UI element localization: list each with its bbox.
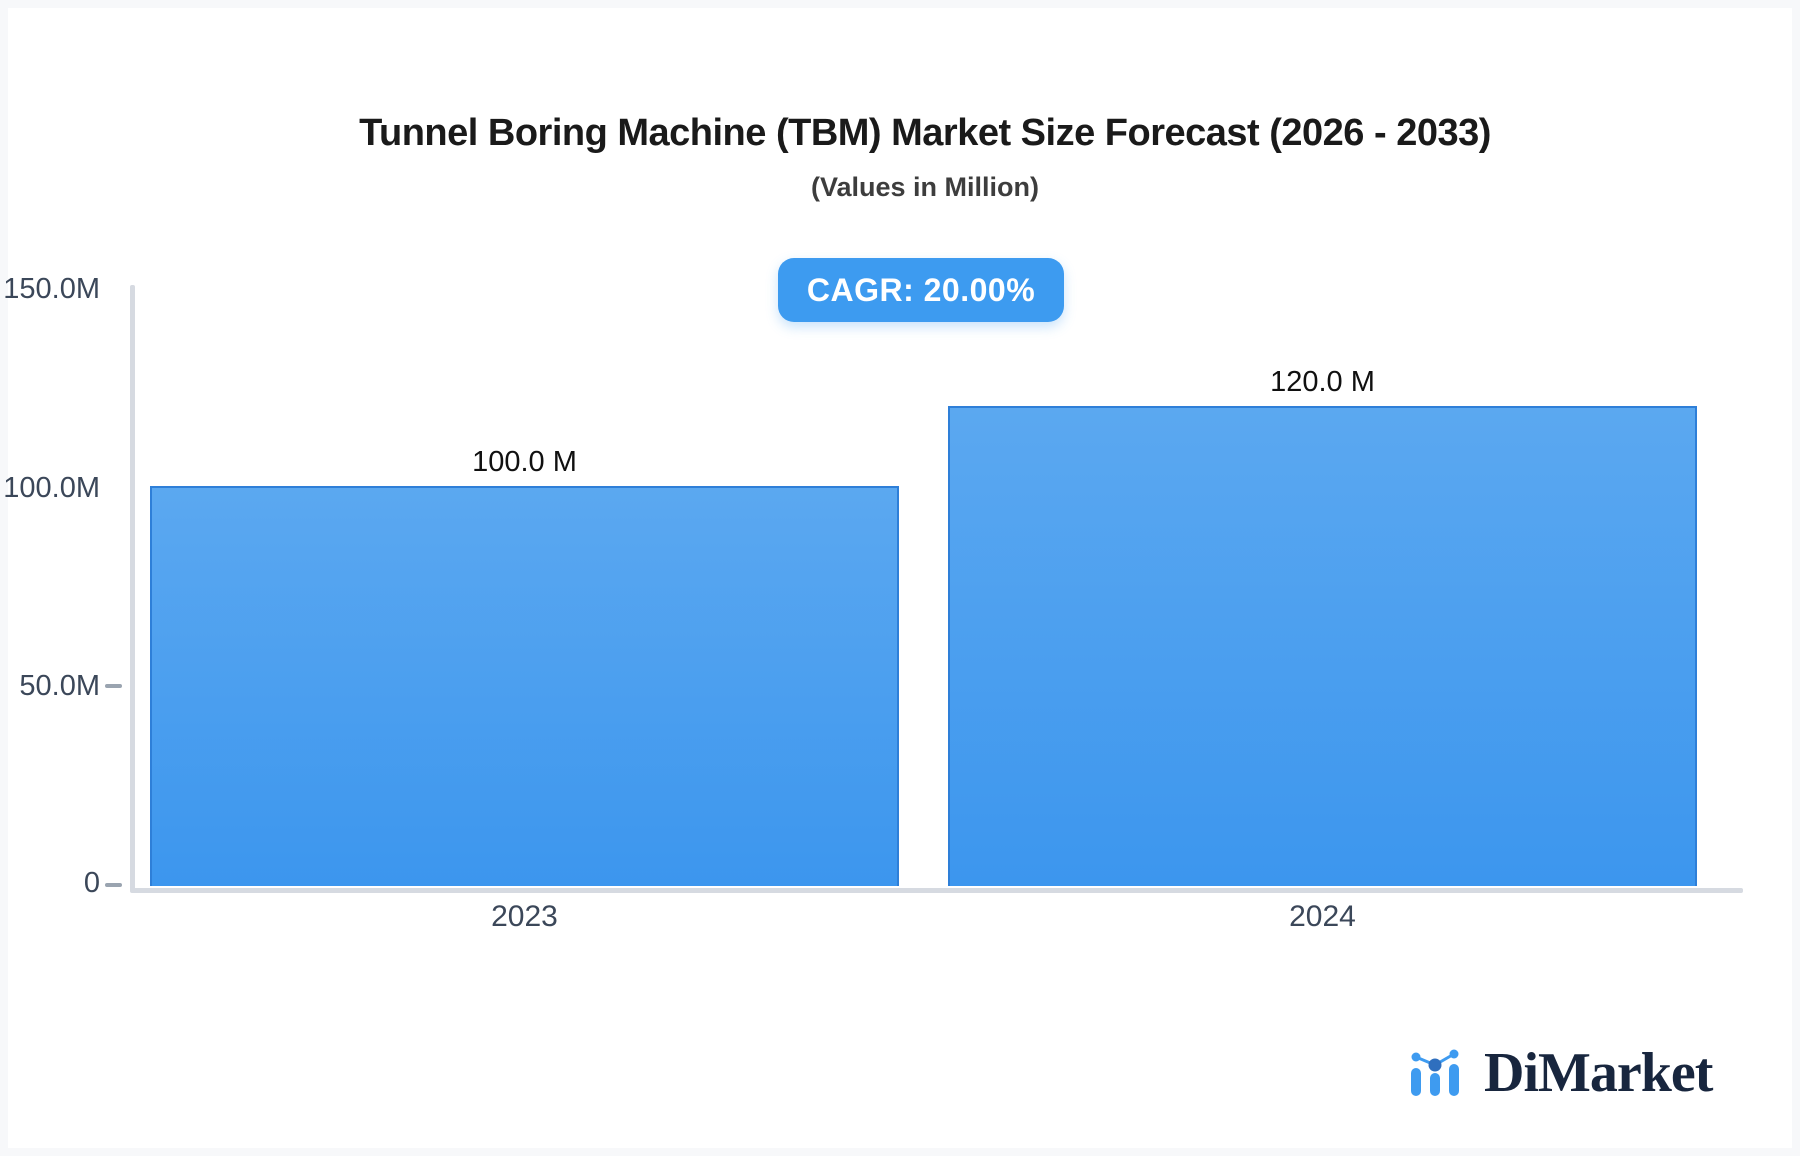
x-axis-category-label: 2023 [491,900,558,933]
y-axis-tick-label-0: 0 [83,867,100,899]
brand-logo: DiMarket [1408,1038,1713,1108]
brand-name: DiMarket [1484,1042,1713,1104]
bar-chart-logo-icon [1408,1048,1472,1098]
y-axis-tick-mark [105,684,122,688]
x-axis-category-label: 2024 [1289,900,1356,933]
chart-subtitle: (Values in Million) [810,172,1040,202]
x-axis-line [130,888,1743,893]
bar-value-label: 120.0 M [1270,366,1375,398]
chart-title: Tunnel Boring Machine (TBM) Market Size … [359,112,1491,154]
y-axis-tick-label-100: 100.0M [3,472,100,504]
cagr-badge: CAGR: 20.00% [778,258,1064,322]
bar-2023 [150,486,899,886]
bar-2024 [948,406,1697,886]
y-axis-tick-label-50: 50.0M [19,670,100,702]
y-axis-line [130,285,135,891]
y-axis-tick-mark [105,883,122,887]
bar-value-label: 100.0 M [472,446,577,478]
y-axis-tick-label-150: 150.0M [3,273,100,305]
